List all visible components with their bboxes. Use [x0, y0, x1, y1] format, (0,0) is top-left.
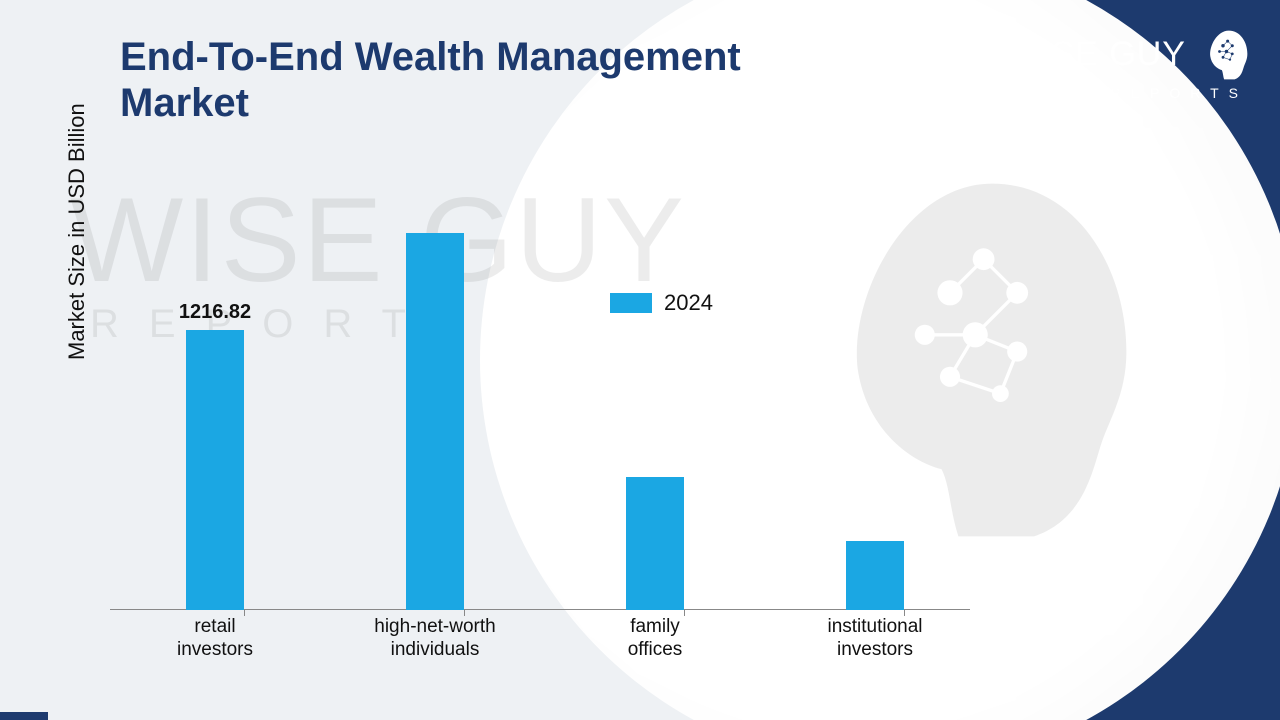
bar-group: institutionalinvestors — [790, 150, 960, 610]
bar-chart: 2024 1216.82retailinvestorshigh-net-wort… — [110, 150, 970, 610]
category-label: high-net-worthindividuals — [350, 610, 520, 662]
page-title: End-To-End Wealth Management Market — [120, 34, 820, 126]
bar — [626, 477, 684, 610]
bar-group: 1216.82retailinvestors — [130, 150, 300, 610]
bar — [406, 233, 464, 610]
category-label: familyoffices — [570, 610, 740, 662]
bar-group: high-net-worthindividuals — [350, 150, 520, 610]
bar — [846, 541, 904, 610]
category-label: institutionalinvestors — [790, 610, 960, 662]
page: WISE GUY REPORTS WISE GUY — [0, 0, 1280, 720]
bar — [186, 330, 244, 610]
category-label: retailinvestors — [130, 610, 300, 662]
y-axis-label: Market Size in USD Billion — [64, 103, 90, 360]
logo-sub-text: REPORTS — [1008, 86, 1252, 101]
logo-main-text: WISE GUY — [1008, 37, 1186, 73]
brand-logo: WISE GUY REPORTS — [1008, 26, 1252, 101]
bar-value-label: 1216.82 — [130, 301, 300, 324]
bottom-accent — [0, 712, 48, 720]
logo-head-icon — [1194, 26, 1252, 84]
bar-group: familyoffices — [570, 150, 740, 610]
